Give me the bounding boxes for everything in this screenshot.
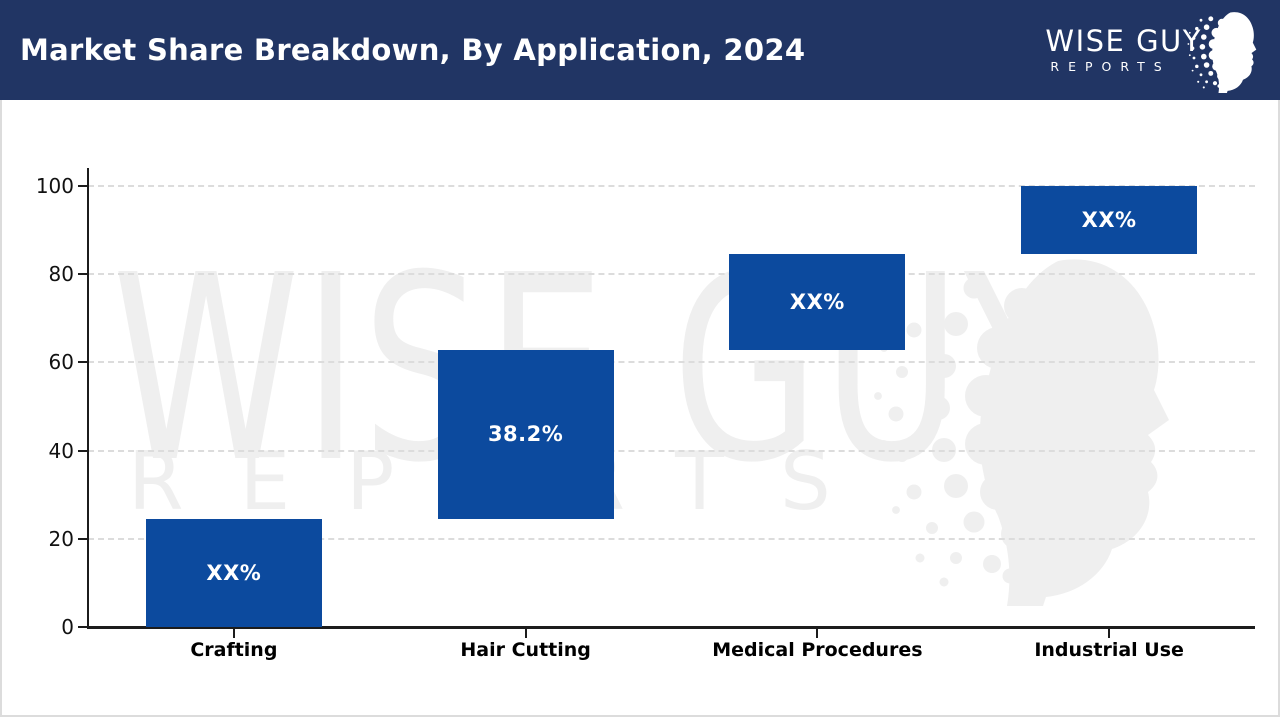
wiseguy-head-icon: [1186, 9, 1258, 93]
x-axis-line: [87, 626, 1255, 629]
y-tick-mark: [78, 361, 88, 364]
y-tick-label: 60: [48, 350, 74, 375]
bar-value-label: XX%: [789, 289, 845, 314]
x-tick-mark: [816, 628, 819, 638]
y-gridline: [88, 449, 1255, 452]
x-tick-mark: [1108, 628, 1111, 638]
chart-title: Market Share Breakdown, By Application, …: [20, 33, 806, 67]
x-category-label: Crafting: [190, 639, 278, 661]
bar-value-label: 38.2%: [487, 422, 564, 447]
x-category-label: Hair Cutting: [460, 639, 591, 661]
bar-hair-cutting: 38.2%: [437, 350, 614, 519]
y-tick-mark: [78, 273, 88, 276]
logo-wordmark: WISE GUY: [1045, 24, 1202, 59]
bar-crafting: XX%: [145, 518, 322, 627]
logo-subtext: REPORTS: [1050, 58, 1171, 74]
bar-industrial-use: XX%: [1021, 186, 1198, 254]
y-tick-label: 0: [61, 615, 74, 639]
y-tick-label: 80: [48, 262, 74, 287]
x-category-label: Medical Procedures: [712, 639, 923, 661]
y-axis-line: [87, 168, 89, 628]
y-tick-label: 40: [48, 438, 74, 463]
bar-value-label: XX%: [1081, 207, 1137, 232]
y-gridline: [88, 273, 1255, 276]
x-category-label: Industrial Use: [1034, 639, 1184, 661]
header-bar: Market Share Breakdown, By Application, …: [0, 0, 1280, 100]
y-tick-mark: [78, 537, 88, 540]
y-tick-mark: [78, 626, 88, 628]
y-gridline: [88, 361, 1255, 364]
bar-value-label: XX%: [206, 560, 262, 585]
y-gridline: [88, 537, 1255, 540]
x-tick-mark: [524, 628, 527, 638]
y-tick-mark: [78, 185, 88, 187]
bar-medical-procedures: XX%: [729, 253, 906, 351]
y-tick-label: 20: [48, 526, 74, 551]
wiseguy-logo: WISE GUY REPORTS: [1045, 7, 1258, 93]
y-gridline: [88, 185, 1255, 187]
x-tick-mark: [232, 628, 235, 638]
wiseguy-logo-text: WISE GUY REPORTS: [1045, 24, 1202, 74]
y-tick-label: 100: [35, 174, 74, 198]
y-tick-mark: [78, 449, 88, 452]
